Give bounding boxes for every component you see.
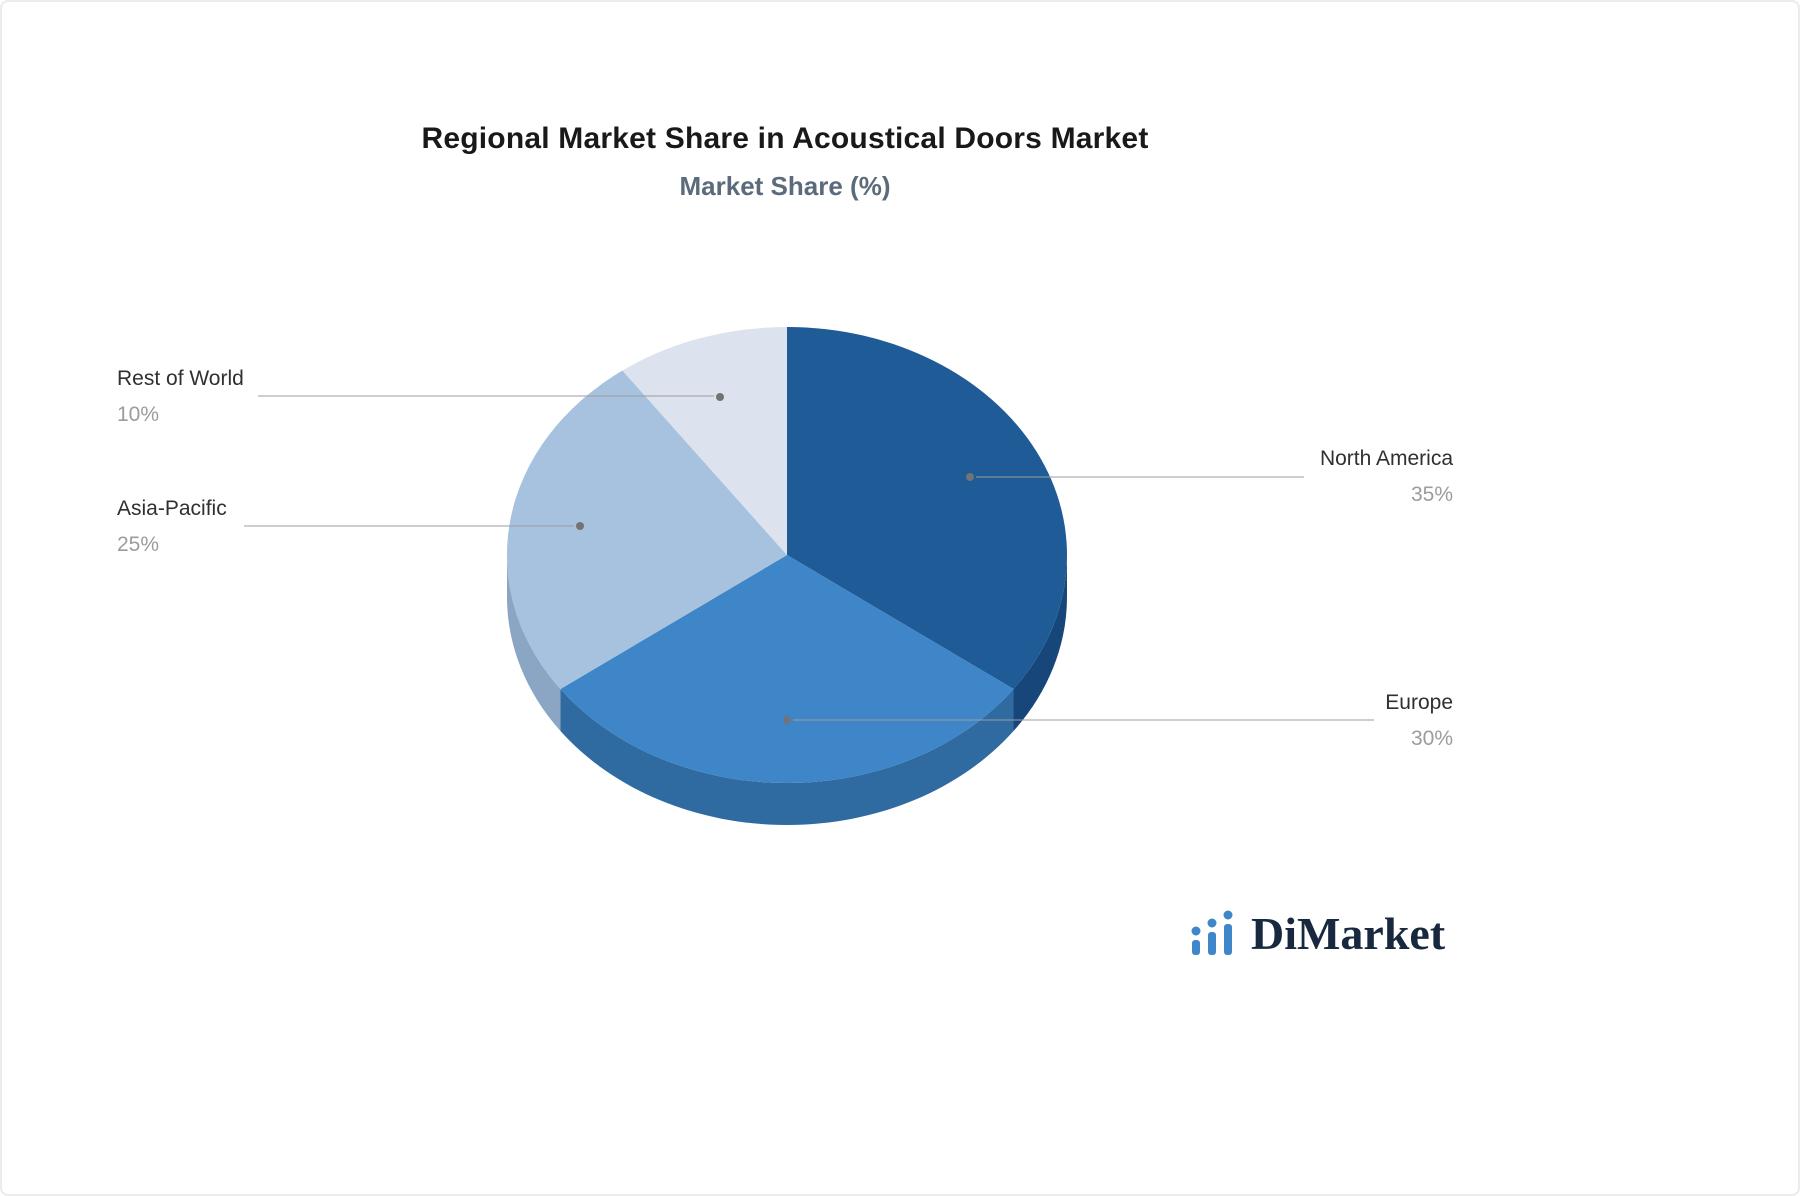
bar-chart-logo-icon	[1191, 910, 1233, 955]
slice-label-north-america: North America 35%	[1153, 446, 1453, 508]
slice-label-name: Asia-Pacific	[117, 497, 227, 520]
leader-dot-rest-of-world	[716, 393, 724, 401]
slice-label-asia-pacific: Asia-Pacific 25%	[117, 496, 227, 558]
chart-title: Regional Market Share in Acoustical Door…	[421, 122, 1149, 155]
pie-slice-north-america	[787, 327, 1067, 690]
pie-slice-asia-pacific	[506, 370, 787, 690]
slice-label-europe: Europe 30%	[1153, 690, 1453, 752]
leader-dot-asia-pacific	[576, 522, 584, 530]
slice-label-rest-of-world: Rest of World 10%	[117, 366, 244, 428]
pie-slice-side-asia-pacific	[507, 555, 561, 732]
pie-slice-rest-of-world	[622, 327, 787, 555]
pie-slice-europe	[560, 555, 1014, 783]
leader-dot-europe	[783, 716, 791, 724]
slice-label-value: 25%	[117, 533, 160, 556]
leader-dot-north-america	[966, 473, 974, 481]
brand-name: DiMarket	[1251, 908, 1446, 959]
slice-label-value: 35%	[1410, 483, 1453, 506]
slice-label-name: Europe	[1385, 691, 1453, 714]
slice-label-name: North America	[1319, 447, 1453, 470]
slice-label-value: 30%	[1410, 727, 1453, 750]
chart-subtitle: Market Share (%)	[679, 171, 891, 201]
brand-logo: DiMarket	[1187, 905, 1445, 957]
pie-slice-side-europe	[560, 689, 1014, 825]
pie-slice-side-north-america	[1013, 555, 1067, 732]
slice-label-value: 10%	[117, 403, 160, 426]
slice-label-name: Rest of World	[117, 367, 244, 390]
